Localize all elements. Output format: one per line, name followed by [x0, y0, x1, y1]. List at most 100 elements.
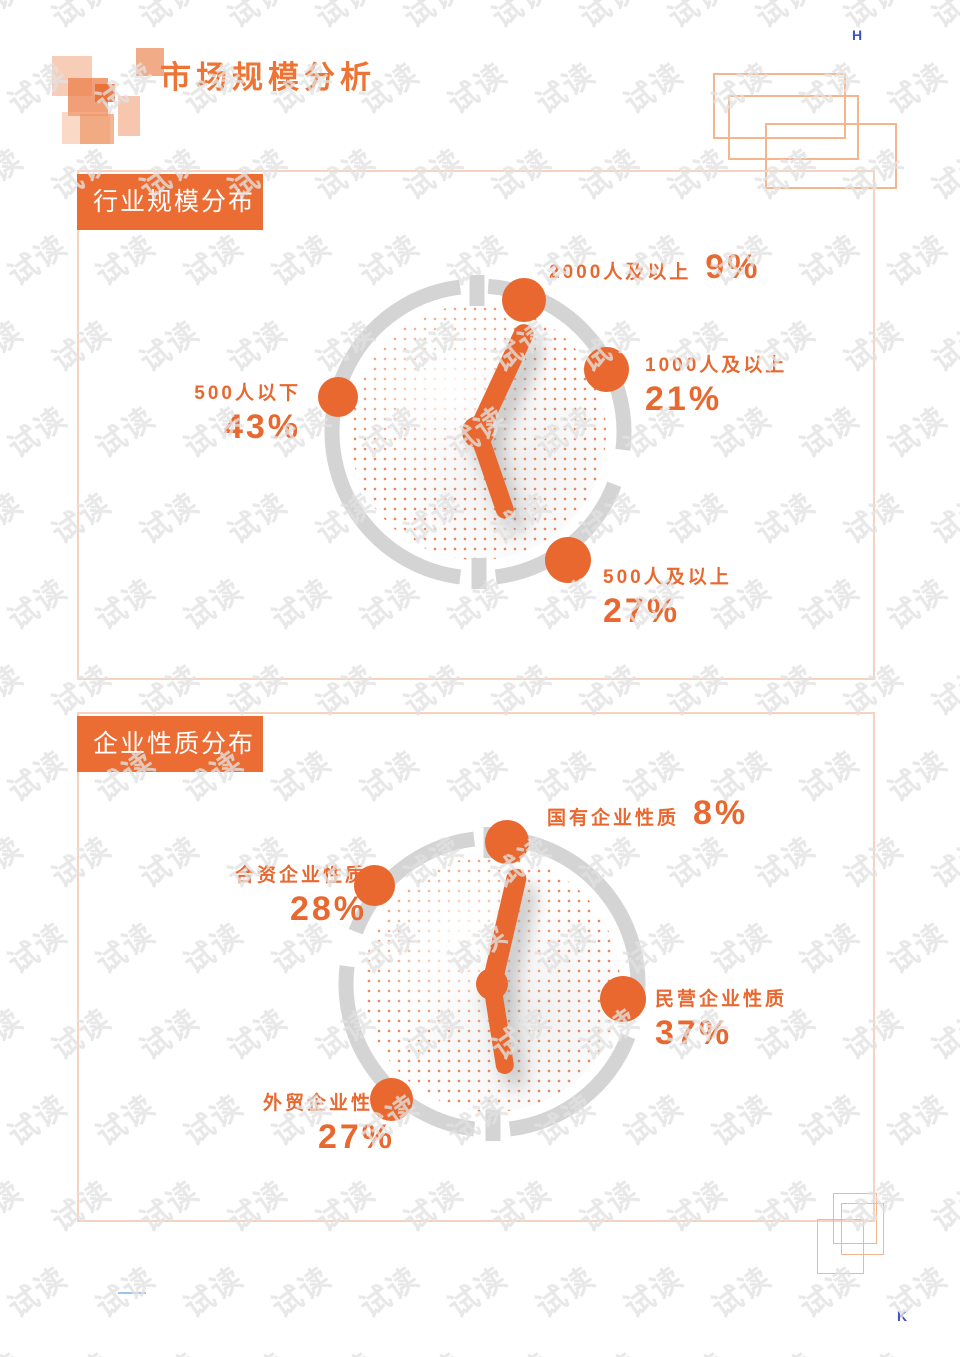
- chart-label: 2000人及以上 9%: [549, 248, 760, 287]
- watermark-text: 试读: [178, 1260, 250, 1325]
- data-bullet: [318, 377, 359, 418]
- watermark-text: 试读: [662, 0, 734, 35]
- chart-label-name: 外贸企业性质: [262, 1093, 395, 1114]
- data-bullet: [501, 277, 546, 322]
- watermark-text: 试读: [0, 486, 30, 551]
- watermark-text: 试读: [90, 1260, 162, 1325]
- watermark-text: 试读: [2, 1088, 74, 1153]
- watermark-text: 试读: [481, 1340, 559, 1357]
- chart-label-value: 9%: [705, 248, 761, 286]
- watermark-text: 试读: [2, 572, 74, 637]
- chart-label-value: 27%: [603, 592, 681, 630]
- watermark-text: 试读: [926, 658, 960, 723]
- clock-tick-12: [469, 275, 485, 306]
- watermark-text: 试读: [882, 572, 954, 637]
- watermark-text: 试读: [745, 1340, 823, 1357]
- watermark-text: 试读: [266, 1260, 338, 1325]
- chart-label-value: 8%: [693, 794, 749, 832]
- watermark-text: 试读: [838, 0, 910, 35]
- watermark-text: 试读: [657, 1340, 735, 1357]
- watermark-text: 试读: [217, 1340, 295, 1357]
- data-bullet: [485, 820, 529, 864]
- mosaic-square: [95, 84, 115, 102]
- chart-label: 500人以下 43%: [165, 378, 301, 447]
- chart-label-value: 37%: [655, 1014, 733, 1052]
- chart-label-name: 1000人及以上: [645, 355, 788, 376]
- watermark-text: 试读: [882, 1088, 954, 1153]
- watermark-text: 试读: [882, 744, 954, 809]
- chart-label-name: 500人以下: [194, 383, 301, 404]
- page-marker-bottom: K: [897, 1308, 908, 1324]
- chart-label-value: 28%: [289, 890, 367, 928]
- clock-tick-6: [485, 1110, 501, 1141]
- clock-hands: [462, 324, 534, 519]
- data-bullet: [369, 1077, 413, 1121]
- clock-hands: [476, 868, 527, 1074]
- watermark-text: 试读: [833, 1340, 911, 1357]
- chart-label-name: 国有企业性质: [547, 808, 680, 829]
- watermark-text: 试读: [442, 1260, 514, 1325]
- watermark-text: 试读: [41, 1340, 119, 1357]
- clock-ring: [338, 830, 646, 1137]
- hour-hand: [468, 324, 534, 442]
- data-bullet: [600, 976, 646, 1022]
- watermark-text: 试读: [2, 400, 74, 465]
- chart-label: 1000人及以上 21%: [645, 350, 787, 419]
- watermark-text: 试读: [354, 1260, 426, 1325]
- footer-blue-line: [118, 1292, 146, 1294]
- watermark-text: 试读: [0, 830, 30, 895]
- chart-label-value: 21%: [645, 380, 723, 418]
- hour-hand: [482, 868, 527, 994]
- watermark-text: 试读: [921, 1340, 960, 1357]
- outline-square: [833, 1193, 877, 1244]
- watermark-text: 试读: [2, 1260, 74, 1325]
- watermark-text: 试读: [222, 0, 294, 35]
- chart-label-name: 民营企业性质: [655, 989, 788, 1010]
- watermark-text: 试读: [530, 1260, 602, 1325]
- outline-rect: [765, 123, 897, 189]
- chart-label-name: 500人及以上: [603, 567, 732, 588]
- watermark-text: 试读: [0, 0, 30, 35]
- watermark-text: 试读: [882, 56, 954, 121]
- data-bullet: [544, 536, 591, 583]
- watermark-text: 试读: [882, 916, 954, 981]
- watermark-text: 试读: [398, 0, 470, 35]
- page-title: 市场规模分析: [160, 60, 376, 95]
- watermark-text: 试读: [0, 1002, 30, 1067]
- watermark-text: 试读: [46, 0, 118, 35]
- watermark-text: 试读: [926, 314, 960, 379]
- watermark-text: 试读: [0, 314, 30, 379]
- mosaic-square: [80, 114, 114, 144]
- clock-chart-industry: [308, 262, 648, 602]
- watermark-text: 试读: [926, 1002, 960, 1067]
- watermark-text: 试读: [0, 1174, 30, 1239]
- chart-label: 500人及以上 27%: [603, 562, 732, 631]
- chart-label: 国有企业性质 8%: [547, 794, 748, 833]
- outline-square: [841, 1203, 884, 1255]
- chart-label-value: 43%: [223, 408, 301, 446]
- watermark-text: 试读: [926, 486, 960, 551]
- watermark-text: 试读: [0, 658, 30, 723]
- mosaic-square: [136, 48, 164, 76]
- watermark-text: 试读: [882, 1260, 954, 1325]
- panel-header-industry-scale: 行业规模分布: [77, 174, 263, 230]
- clock-center-cap: [476, 968, 508, 1000]
- mosaic-square: [118, 96, 140, 136]
- chart-label-name: 2000人及以上: [549, 262, 692, 283]
- watermark-text: 试读: [0, 142, 30, 207]
- page-marker-top: H: [852, 27, 863, 43]
- panel-enterprise-nature: 企业性质分布: [77, 712, 875, 1222]
- watermark-text: 试读: [442, 56, 514, 121]
- watermark-text: 试读: [926, 0, 960, 35]
- watermark-text: 试读: [926, 1174, 960, 1239]
- watermark-text: 试读: [618, 56, 690, 121]
- watermark-text: 试读: [882, 400, 954, 465]
- outline-square: [817, 1219, 864, 1274]
- watermark-text: 试读: [2, 744, 74, 809]
- watermark-text: 试读: [486, 0, 558, 35]
- watermark-text: 试读: [2, 916, 74, 981]
- clock-tick-6: [471, 558, 487, 589]
- chart-label: 外贸企业性质 27%: [205, 1088, 395, 1157]
- panel-industry-scale: 行业规模分布: [77, 170, 875, 680]
